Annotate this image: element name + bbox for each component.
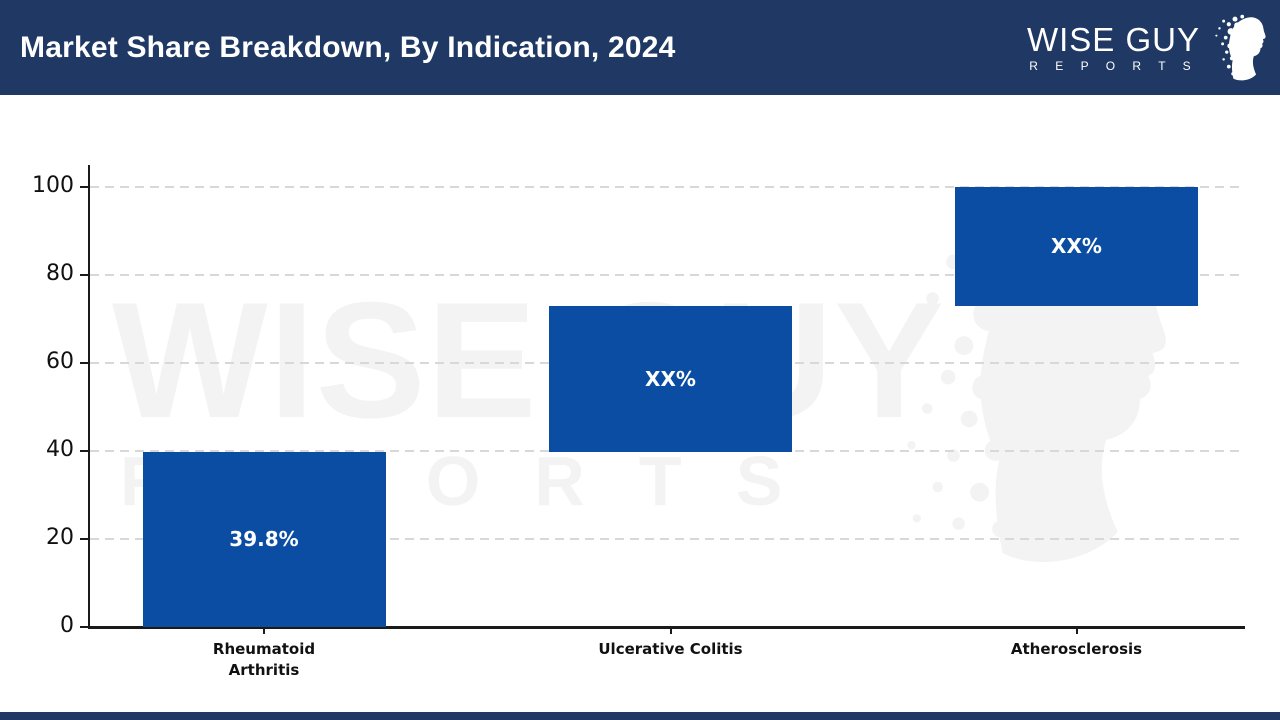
y-tick-label: 20	[46, 525, 74, 550]
y-tick	[80, 274, 88, 276]
x-category-label: Rheumatoid Arthritis	[212, 640, 316, 679]
bar: XX%	[955, 187, 1198, 306]
y-tick	[80, 538, 88, 540]
x-axis-line	[88, 626, 1245, 629]
y-tick	[80, 362, 88, 364]
gridline	[90, 186, 1243, 188]
bar: XX%	[549, 305, 792, 452]
y-tick-label: 0	[60, 613, 74, 638]
logo-face-icon	[1215, 14, 1266, 80]
x-category-label: Atherosclerosis	[1010, 640, 1143, 658]
y-tick-label: 80	[46, 261, 74, 286]
bar: 39.8%	[142, 451, 386, 627]
page-title: Market Share Breakdown, By Indication, 2…	[20, 30, 676, 64]
logo-wordmark: WISE GUY	[1026, 21, 1200, 58]
y-axis-line	[88, 165, 90, 627]
y-tick-label: 40	[46, 437, 74, 462]
bar-value-label: 39.8%	[229, 527, 299, 552]
y-tick	[80, 186, 88, 188]
y-tick-label: 100	[32, 173, 74, 198]
bar-value-label: XX%	[645, 366, 696, 391]
watermark-wordmark: WISE GUY	[112, 268, 946, 452]
y-tick	[80, 626, 88, 628]
wiseguy-logo: WISE GUY R E P O R T S	[1027, 12, 1266, 84]
header-bar: Market Share Breakdown, By Indication, 2…	[0, 0, 1280, 95]
x-category-label: Ulcerative Colitis	[598, 640, 743, 658]
gridline	[90, 274, 1243, 276]
logo-text: WISE GUY R E P O R T S	[1027, 23, 1200, 72]
footer-bar	[0, 712, 1280, 720]
gridline	[90, 538, 1243, 540]
x-tick	[1075, 627, 1078, 634]
y-tick-label: 60	[46, 349, 74, 374]
x-tick	[263, 627, 265, 634]
x-tick	[669, 627, 672, 634]
y-tick	[80, 450, 88, 452]
logo-subtext: R E P O R T S	[1029, 59, 1198, 73]
bar-value-label: XX%	[1051, 234, 1102, 259]
plot-area: 0 20 40 60 80 100 39.8% Rheumatoid Arthritis XX%…	[32, 165, 1245, 679]
